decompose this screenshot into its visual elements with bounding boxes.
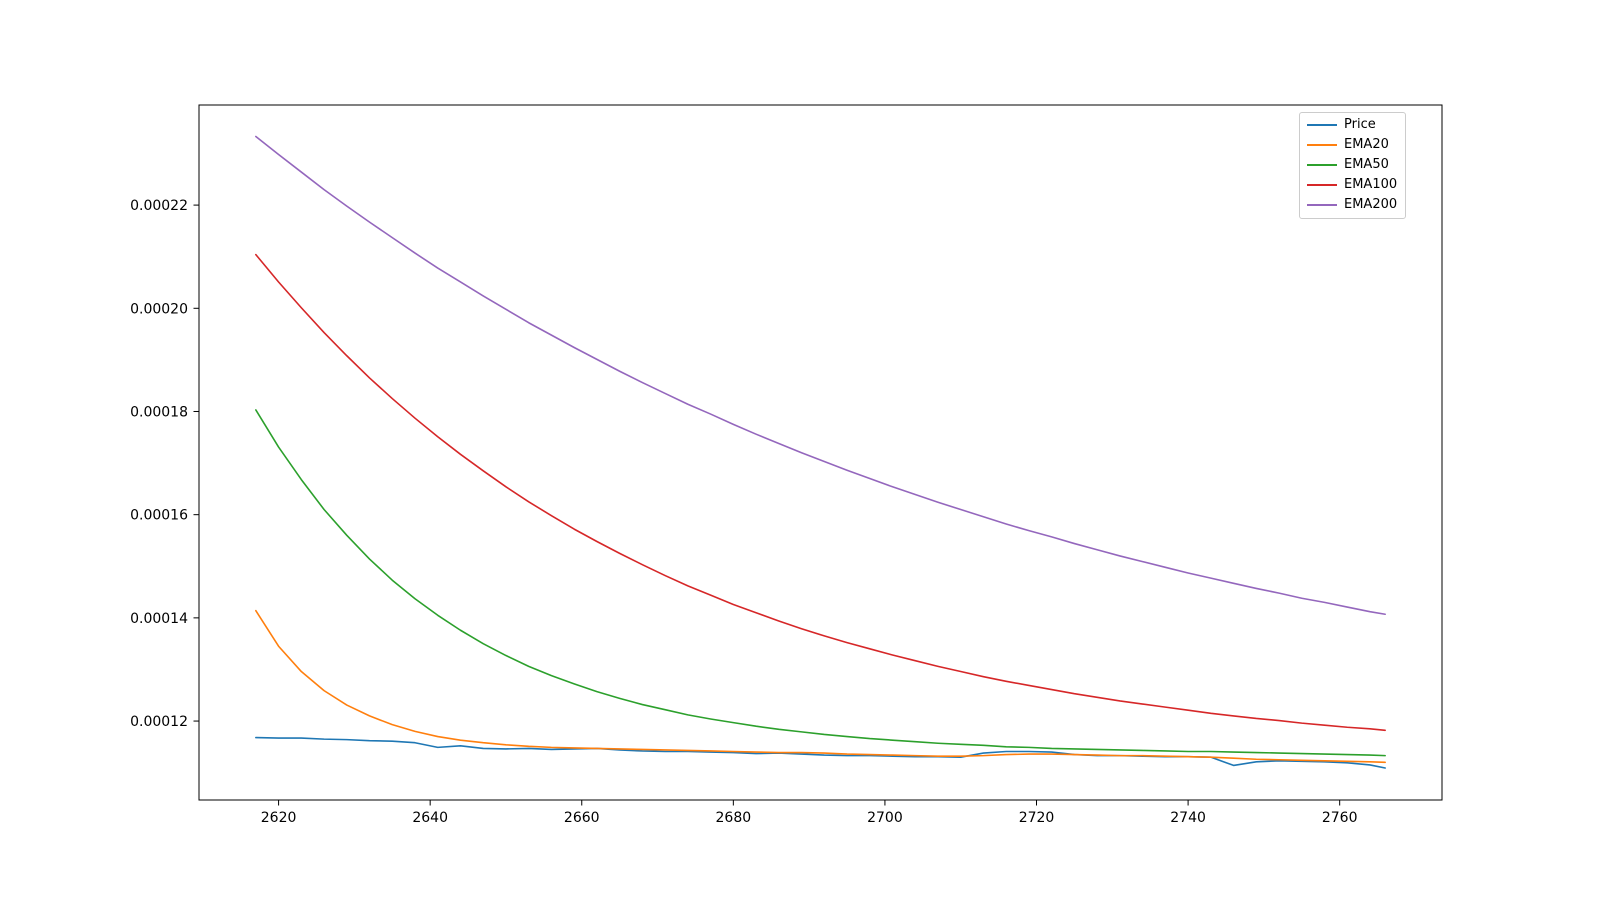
series-line-ema100	[255, 253, 1386, 732]
legend-line-sample	[1307, 184, 1337, 186]
legend-item-ema20: EMA20	[1307, 137, 1398, 153]
y-tick-label: 0.00012	[130, 714, 188, 730]
x-tick-label: 2640	[412, 810, 448, 826]
y-tick-label: 0.00014	[130, 611, 188, 627]
legend-label: EMA100	[1344, 177, 1398, 192]
x-tick-label: 2740	[1170, 810, 1206, 826]
legend-label: Price	[1344, 117, 1376, 132]
legend-item-price: Price	[1307, 117, 1398, 133]
plot-area	[199, 105, 1442, 800]
x-tick-label: 2760	[1322, 810, 1358, 826]
x-tick-label: 2700	[867, 810, 903, 826]
axes-border	[198, 104, 1443, 801]
legend-item-ema100: EMA100	[1307, 177, 1398, 193]
x-tick-label: 2620	[261, 810, 297, 826]
x-tick-label: 2660	[564, 810, 600, 826]
legend-box: Price EMA20 EMA50 EMA100 EMA200	[1299, 112, 1406, 219]
legend-item-ema200: EMA200	[1307, 197, 1398, 213]
x-tick-label: 2680	[716, 810, 752, 826]
legend-line-sample	[1307, 164, 1337, 166]
legend-line-sample	[1307, 124, 1337, 126]
series-line-ema200	[255, 135, 1386, 616]
y-tick-label: 0.00020	[130, 301, 188, 317]
legend-item-ema50: EMA50	[1307, 157, 1398, 173]
series-line-ema50	[255, 409, 1386, 757]
series-line-ema20	[255, 609, 1386, 764]
legend-label: EMA50	[1344, 157, 1389, 172]
legend-label: EMA20	[1344, 137, 1389, 152]
legend-line-sample	[1307, 144, 1337, 146]
x-tick-label: 2720	[1019, 810, 1055, 826]
y-tick-label: 0.00018	[130, 404, 188, 420]
legend-label: EMA200	[1344, 197, 1398, 212]
legend-line-sample	[1307, 204, 1337, 206]
y-tick-label: 0.00022	[130, 198, 188, 214]
y-tick-label: 0.00016	[130, 508, 188, 524]
